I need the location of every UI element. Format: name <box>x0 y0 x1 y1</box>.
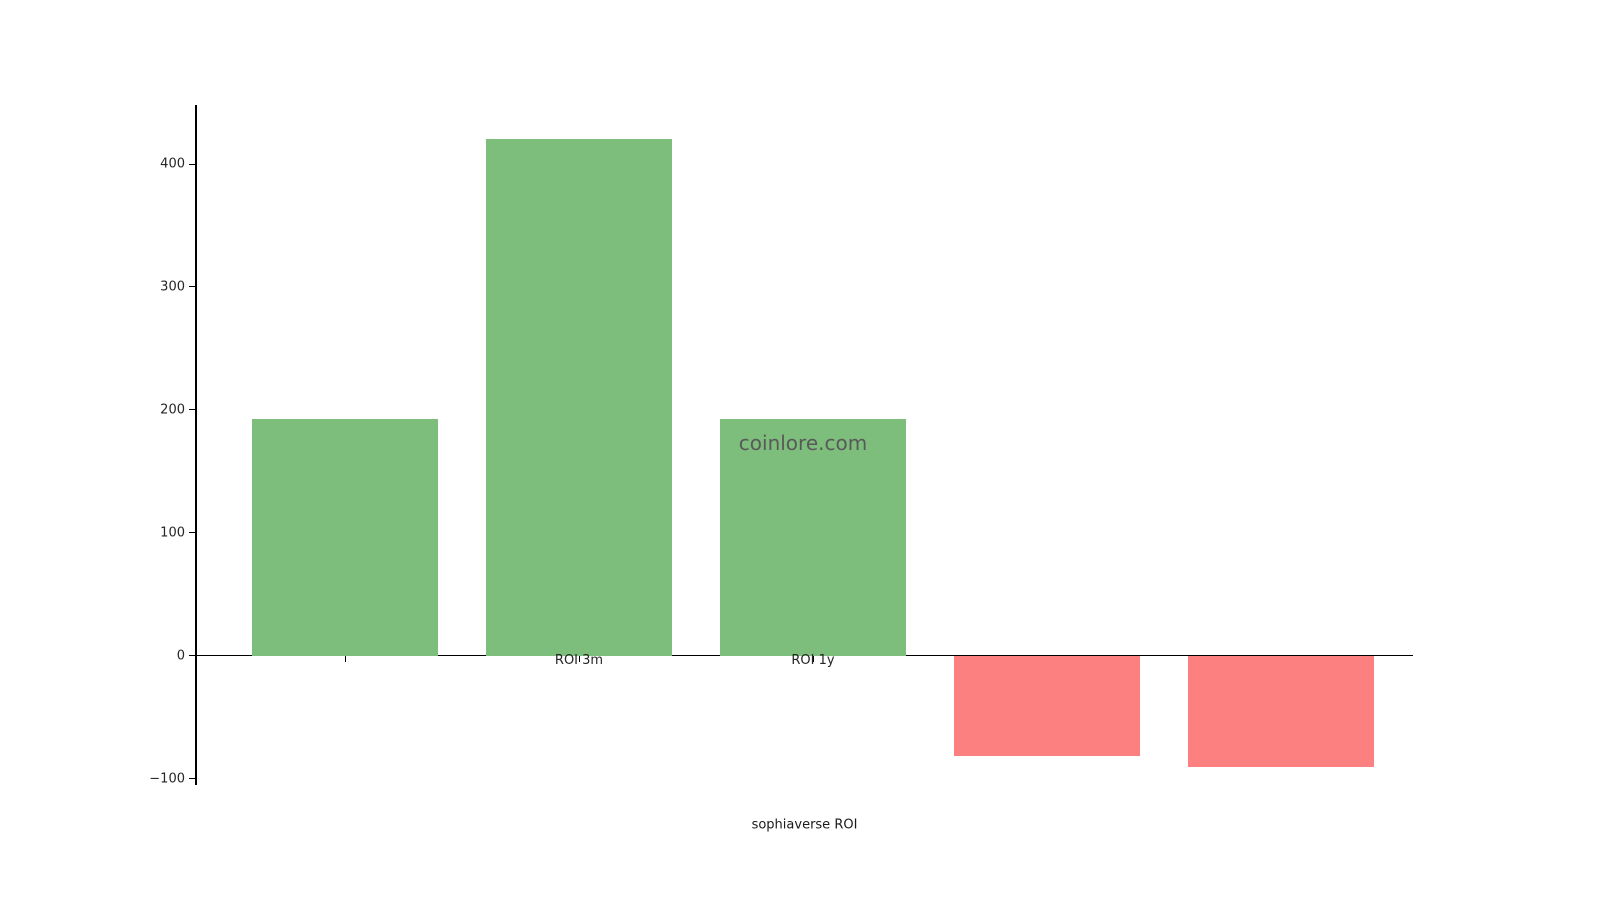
x-tick-mark <box>344 656 346 663</box>
bar-2-roi-1y <box>720 418 906 656</box>
x-tick-label-roi-1y: ROI 1y <box>791 652 835 668</box>
bar-4 <box>1188 656 1374 768</box>
y-tick-mark <box>189 286 195 288</box>
y-tick-mark <box>189 655 195 657</box>
watermark-text: coinlore.com <box>738 431 868 455</box>
y-tick-label: 0 <box>176 648 185 664</box>
x-axis-zero-line <box>196 655 1413 657</box>
y-tick-label: 200 <box>160 402 185 418</box>
x-tick-mark <box>812 656 814 663</box>
bar-0 <box>252 418 438 656</box>
y-tick-label: −100 <box>149 771 185 787</box>
y-axis-line <box>195 105 197 785</box>
y-tick-mark <box>189 163 195 165</box>
y-tick-mark <box>189 778 195 780</box>
x-tick-mark <box>578 656 580 663</box>
y-tick-label: 300 <box>160 279 185 295</box>
y-tick-mark <box>189 532 195 534</box>
x-tick-label-roi-3m: ROI 3m <box>554 652 604 668</box>
bar-3 <box>954 656 1140 756</box>
y-tick-label: 100 <box>160 525 185 541</box>
bar-1-roi-3m <box>486 139 672 656</box>
y-tick-label: 400 <box>160 156 185 172</box>
y-tick-mark <box>189 409 195 411</box>
x-axis-title: sophiaverse ROI <box>751 817 858 833</box>
